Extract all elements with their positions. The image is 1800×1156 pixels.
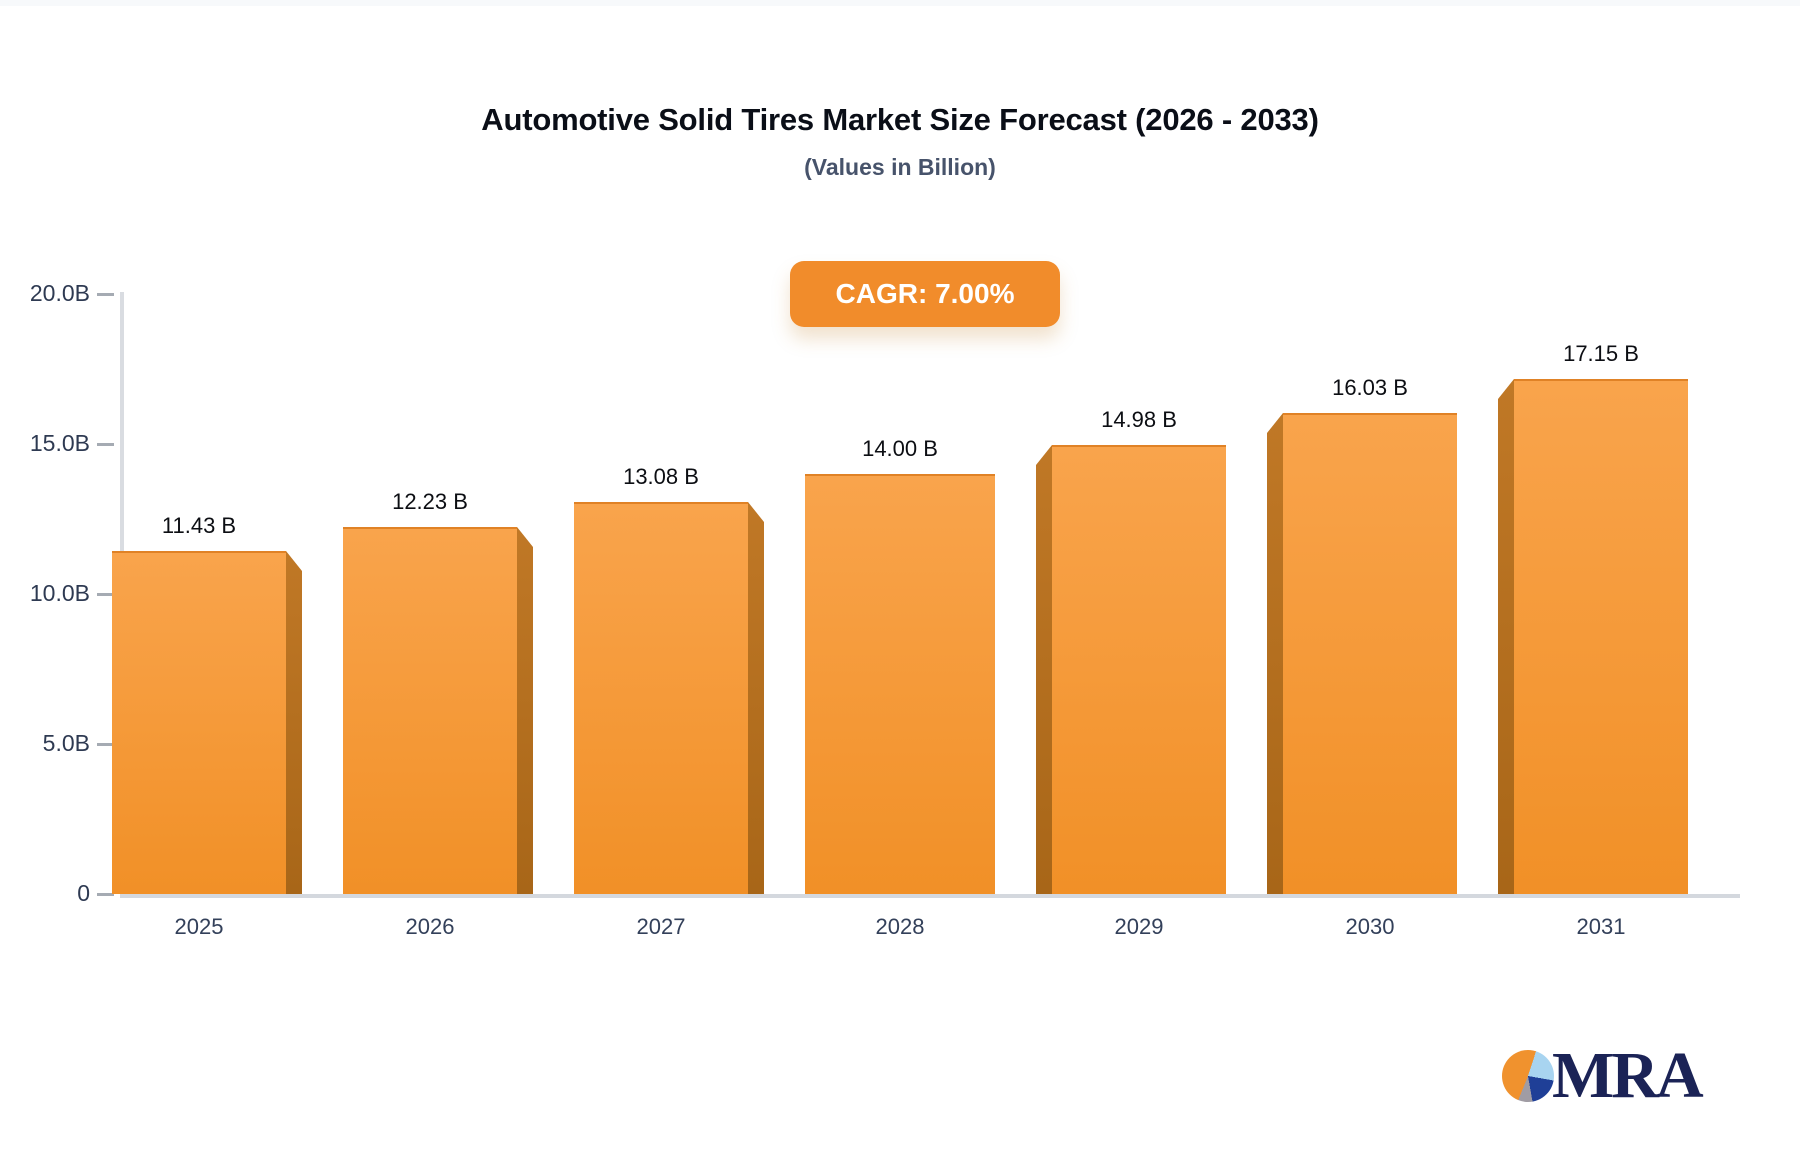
bar-value-label: 14.98 B — [1101, 407, 1177, 432]
bar — [1498, 379, 1688, 894]
bar-side-face — [748, 502, 764, 894]
x-axis-label: 2027 — [636, 914, 686, 939]
bar-side-face — [286, 551, 302, 894]
bar-side-face — [517, 527, 533, 894]
cagr-badge-label: CAGR: 7.00% — [835, 278, 1015, 309]
bar-value-label: 12.23 B — [392, 489, 468, 514]
bar-side-face — [1267, 413, 1283, 894]
bar-side-face — [1036, 445, 1052, 894]
y-axis-tick-mark — [97, 443, 114, 446]
bar-face — [574, 502, 748, 894]
bar-value-label: 14.00 B — [862, 436, 938, 461]
bar-face — [112, 551, 286, 894]
bar — [1036, 445, 1226, 894]
cagr-badge: CAGR: 7.00% — [790, 261, 1060, 327]
y-axis-tick-label: 15.0B — [29, 430, 90, 456]
y-axis-tick-mark — [97, 743, 114, 746]
x-axis-label: 2030 — [1345, 914, 1395, 939]
x-axis-label: 2028 — [875, 914, 925, 939]
bar — [343, 527, 533, 894]
y-axis-tick-mark — [97, 893, 114, 896]
y-axis-tick-label: 0 — [77, 880, 90, 906]
mra-logo-text: MRA — [1552, 1039, 1704, 1112]
x-axis-line — [120, 894, 1740, 898]
bar-face — [1514, 379, 1688, 894]
bar-value-label: 16.03 B — [1332, 375, 1408, 400]
x-axis-label: 2025 — [174, 914, 224, 939]
bar-value-label: 11.43 B — [161, 513, 237, 538]
bar — [805, 474, 995, 894]
bar-face — [1283, 413, 1457, 894]
bar-face — [1052, 445, 1226, 894]
page-subtitle: (Values in Billion) — [804, 154, 996, 180]
x-axis-label: 2031 — [1576, 914, 1626, 939]
bar-value-label: 17.15 B — [1563, 341, 1639, 366]
mra-pie-icon — [1502, 1050, 1554, 1102]
bar — [574, 502, 764, 894]
y-axis-tick-mark — [97, 593, 114, 596]
x-axis-label: 2029 — [1114, 914, 1164, 939]
bar-face — [805, 474, 995, 894]
y-axis-tick-label: 20.0B — [29, 280, 90, 306]
bar-side-face — [1498, 379, 1514, 894]
bar-value-label: 13.08 B — [623, 464, 699, 489]
page-title: Automotive Solid Tires Market Size Forec… — [481, 102, 1319, 137]
y-axis-tick-mark — [97, 293, 114, 296]
bar — [112, 551, 302, 894]
mra-logo: MRA — [1502, 1039, 1704, 1112]
bar-chart: 0 5.0B 10.0B 15.0B 20.0B 11.43 B 2025 12.23 B 20… — [0, 6, 1800, 1156]
y-axis-tick-label: 5.0B — [42, 730, 90, 756]
bar-face — [343, 527, 517, 894]
bar — [1267, 413, 1457, 894]
x-axis-label: 2026 — [405, 914, 455, 939]
y-axis-tick-label: 10.0B — [29, 580, 90, 606]
